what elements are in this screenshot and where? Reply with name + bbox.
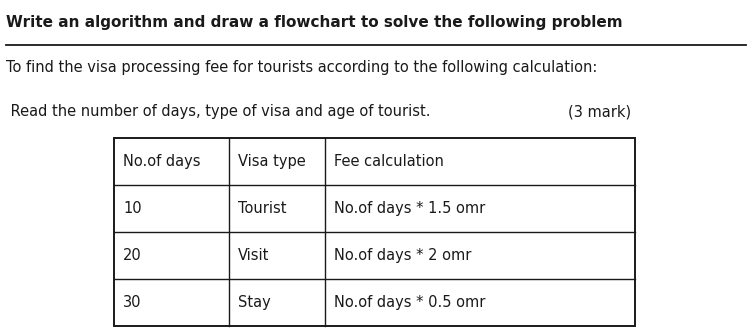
Text: Write an algorithm and draw a flowchart to solve the following problem: Write an algorithm and draw a flowchart …: [6, 15, 623, 30]
Text: 10: 10: [123, 201, 142, 216]
Text: Fee calculation: Fee calculation: [335, 154, 444, 169]
Text: Tourist: Tourist: [238, 201, 287, 216]
Text: No.of days: No.of days: [123, 154, 201, 169]
Text: 20: 20: [123, 248, 142, 263]
Text: Read the number of days, type of visa and age of tourist.: Read the number of days, type of visa an…: [6, 104, 430, 119]
Text: To find the visa processing fee for tourists according to the following calculat: To find the visa processing fee for tour…: [6, 60, 597, 76]
Bar: [114, 138, 635, 326]
Text: (3 mark): (3 mark): [568, 104, 631, 119]
Text: No.of days * 1.5 omr: No.of days * 1.5 omr: [335, 201, 486, 216]
Text: Stay: Stay: [238, 295, 271, 310]
Text: Visit: Visit: [238, 248, 269, 263]
Text: No.of days * 0.5 omr: No.of days * 0.5 omr: [335, 295, 486, 310]
Text: Visa type: Visa type: [238, 154, 306, 169]
Text: No.of days * 2 omr: No.of days * 2 omr: [335, 248, 472, 263]
Text: 30: 30: [123, 295, 142, 310]
